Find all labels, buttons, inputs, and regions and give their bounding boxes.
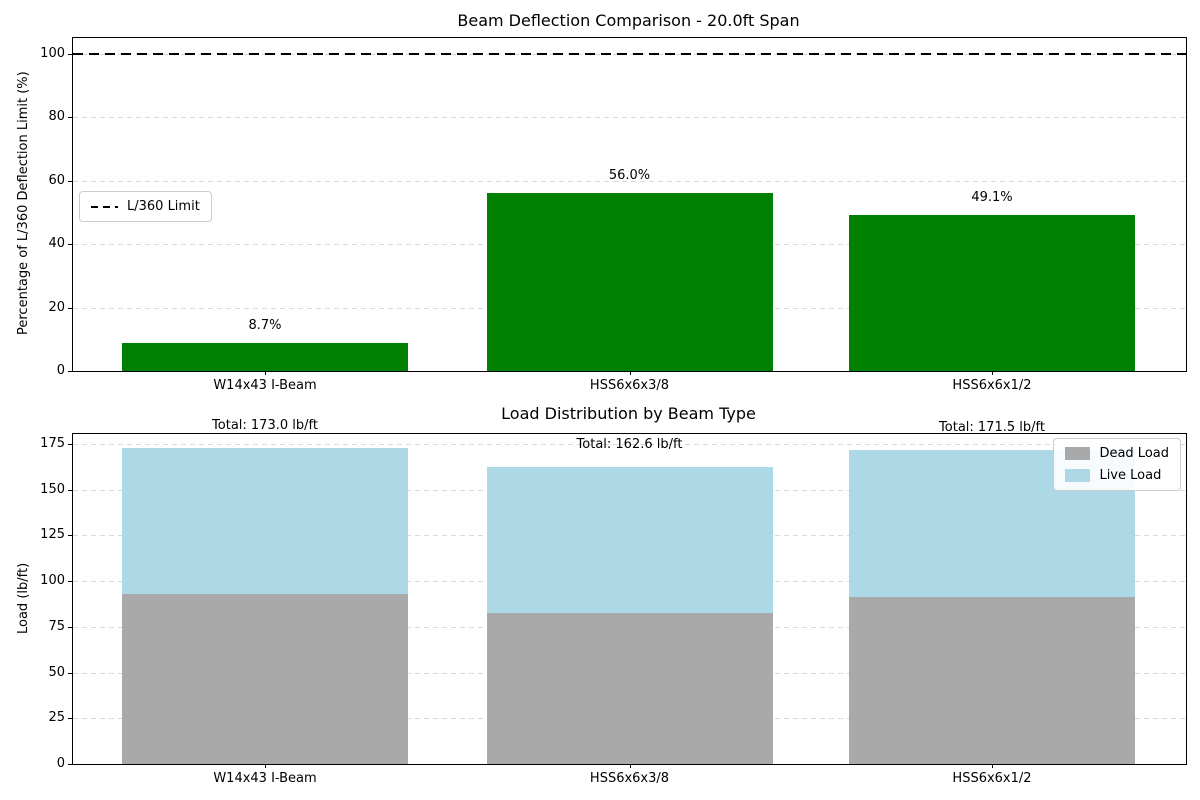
y-tick-label: 150 <box>40 481 65 497</box>
y-tick-mark <box>68 53 72 55</box>
y-tick-mark <box>68 718 72 720</box>
legend: L/360 Limit <box>79 191 212 222</box>
legend-entry: L/360 Limit <box>91 199 200 214</box>
total-label: Total: 162.6 lb/ft <box>576 436 683 452</box>
y-tick-label: 60 <box>48 172 65 188</box>
y-tick-mark <box>68 244 72 246</box>
bar-segment-live-load <box>122 447 408 594</box>
x-tick-label: HSS6x6x3/8 <box>589 378 670 393</box>
deflection-plot-area: 0 20 40 60 80 100 8.7% W14x43 I-Beam 56.0% HSS6x6… <box>40 37 1187 393</box>
y-tick-label: 125 <box>40 527 65 543</box>
legend-entry: Dead Load <box>1065 446 1169 461</box>
bar <box>849 215 1135 371</box>
dashed-line-swatch <box>91 205 118 208</box>
y-tick-mark <box>68 307 72 309</box>
x-tick-mark <box>992 371 993 375</box>
y-tick-mark <box>68 180 72 182</box>
x-tick-mark <box>629 764 631 768</box>
y-tick-label: 0 <box>56 756 65 771</box>
x-tick-label: HSS6x6x1/2 <box>952 771 1032 786</box>
x-tick-label: W14x43 I-Beam <box>213 771 317 786</box>
bar-segment-dead-load <box>849 596 1135 764</box>
y-tick-label: 75 <box>48 618 65 634</box>
y-tick-label: 20 <box>48 299 65 315</box>
total-label: Total: 173.0 lb/ft <box>212 417 318 433</box>
legend-label: Live Load <box>1099 468 1162 483</box>
bar <box>122 343 408 371</box>
color-swatch <box>1065 469 1091 482</box>
y-tick-mark <box>68 489 72 491</box>
color-swatch <box>1065 447 1091 460</box>
y-tick-mark <box>68 764 72 765</box>
y-tick-mark <box>68 444 72 446</box>
bar <box>486 193 773 371</box>
reference-line <box>73 52 1186 56</box>
y-tick-label: 0 <box>56 363 65 378</box>
value-label: 49.1% <box>971 190 1013 206</box>
value-label: 56.0% <box>608 168 651 184</box>
x-tick-label: W14x43 I-Beam <box>213 378 317 393</box>
bar-segment-live-load <box>486 466 773 613</box>
y-tick-label: 100 <box>40 45 65 61</box>
value-label: 8.7% <box>248 318 282 334</box>
y-tick-mark <box>68 371 72 372</box>
y-tick-mark <box>68 581 72 583</box>
gridline <box>73 180 1186 182</box>
x-tick-label: HSS6x6x1/2 <box>952 378 1032 393</box>
y-tick-mark <box>68 626 72 628</box>
bar-segment-dead-load <box>486 612 773 764</box>
y-tick-mark <box>68 672 72 674</box>
x-tick-mark <box>265 764 266 768</box>
total-label: Total: 171.5 lb/ft <box>939 420 1045 436</box>
y-tick-label: 100 <box>40 573 65 589</box>
legend: Dead Load Live Load <box>1053 438 1181 491</box>
y-tick-label: 25 <box>48 710 65 726</box>
x-tick-mark <box>992 764 993 768</box>
bar-segment-dead-load <box>122 593 408 764</box>
y-tick-mark <box>68 117 72 119</box>
x-tick-mark <box>629 371 631 375</box>
y-tick-label: 175 <box>40 436 65 452</box>
legend-label: L/360 Limit <box>127 199 200 214</box>
deflection-y-axis-label: Percentage of L/360 Deflection Limit (%) <box>16 71 31 336</box>
y-tick-label: 50 <box>48 664 65 680</box>
x-tick-label: HSS6x6x3/8 <box>589 771 670 786</box>
y-tick-label: 80 <box>48 109 65 125</box>
y-tick-label: 40 <box>48 236 65 252</box>
legend-entry: Live Load <box>1065 468 1169 483</box>
x-tick-mark <box>265 371 266 375</box>
loads-plot-area: 0 25 50 75 100 125 150 175 Total: 173.0 lb/ft W14… <box>40 418 1187 786</box>
loads-chart-title: Load Distribution by Beam Type <box>501 404 756 423</box>
gridline <box>73 117 1186 119</box>
y-tick-mark <box>68 535 72 537</box>
deflection-chart-title: Beam Deflection Comparison - 20.0ft Span <box>457 11 800 30</box>
gridline <box>73 444 1186 446</box>
legend-label: Dead Load <box>1099 446 1169 461</box>
